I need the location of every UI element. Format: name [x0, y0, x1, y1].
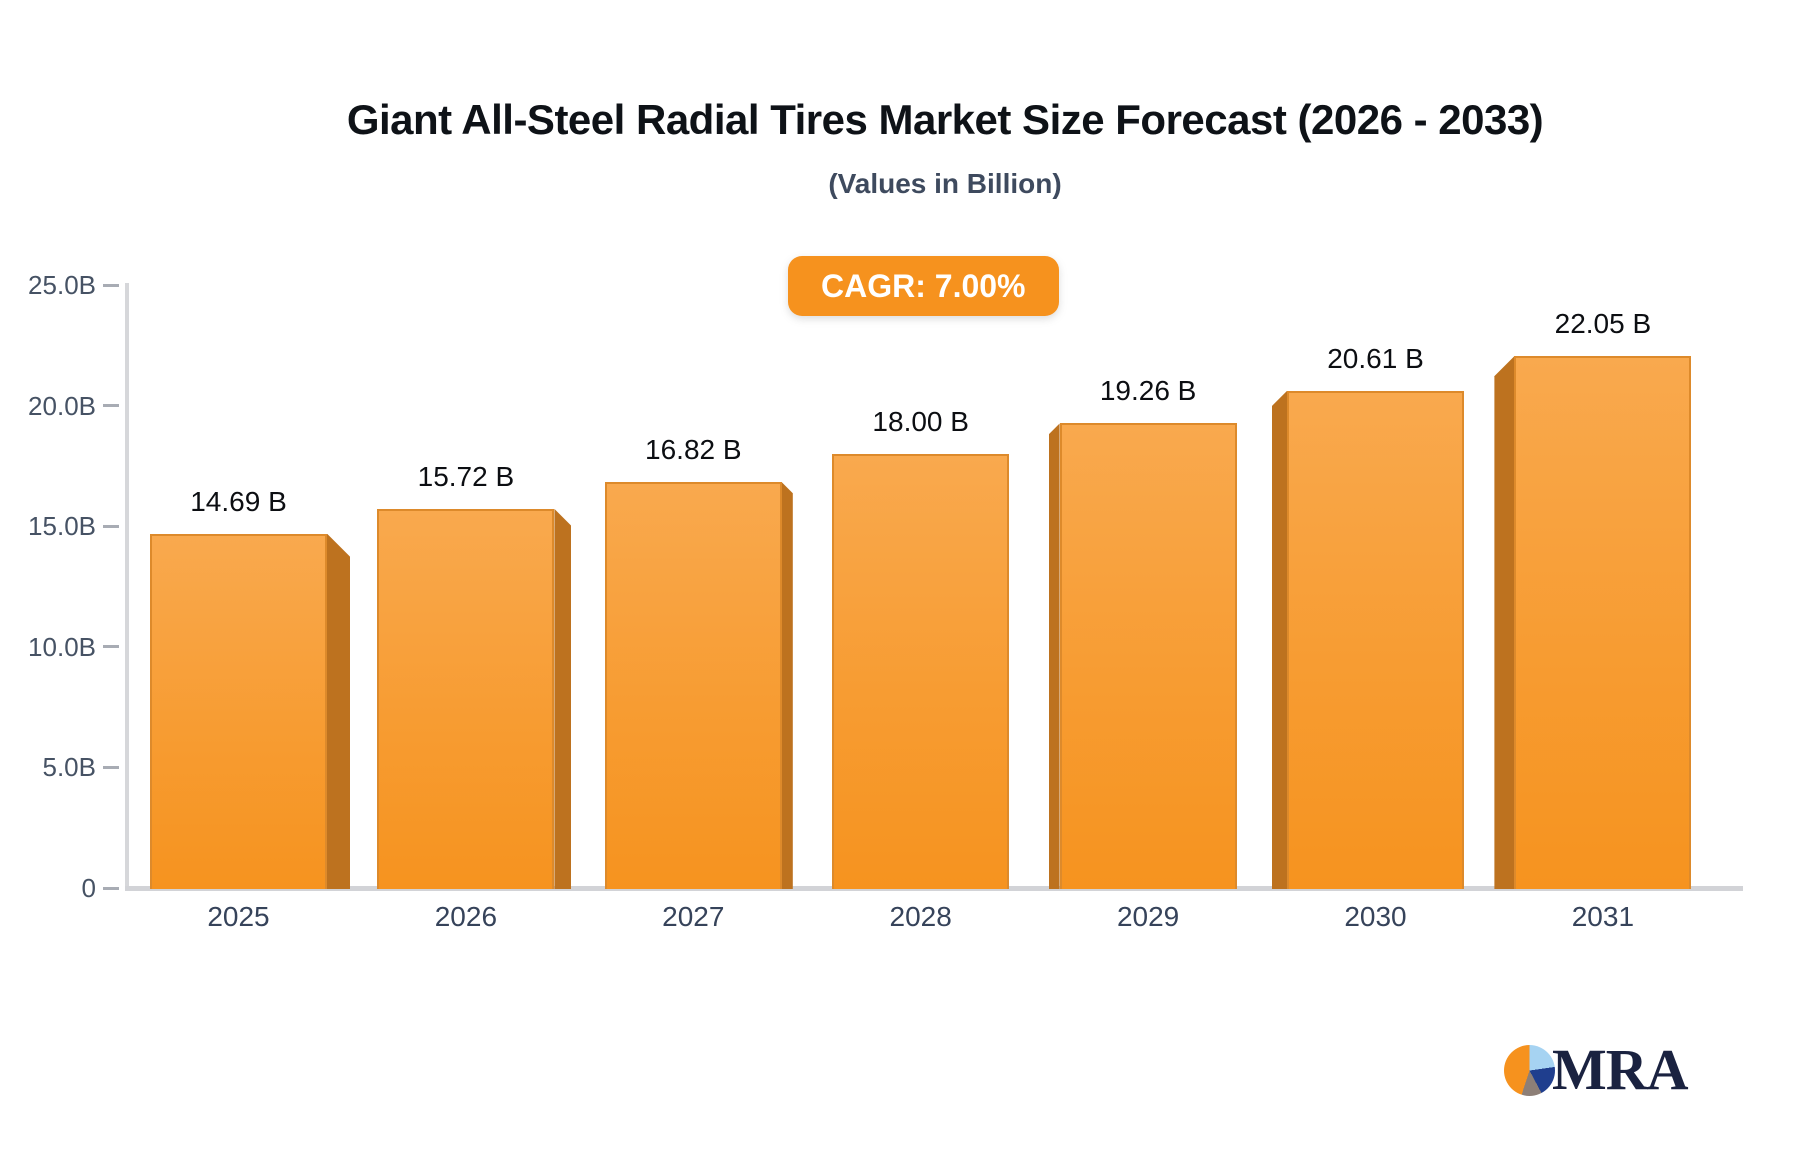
bar-value-label: 15.72 B — [417, 460, 515, 492]
mra-logo: MRA — [1504, 1035, 1689, 1105]
y-axis-tick-label: 20.0B — [28, 390, 96, 421]
y-axis-tick-label: 0 — [81, 873, 96, 903]
bar-3d-side — [781, 482, 793, 889]
chart-title: Giant All-Steel Radial Tires Market Size… — [346, 96, 1544, 143]
y-axis-tick-dash — [103, 645, 119, 649]
bar-2031 — [1514, 356, 1692, 889]
x-axis-label: 2030 — [1344, 901, 1407, 932]
bar-2026 — [377, 508, 555, 889]
bar-value-label: 16.82 B — [645, 434, 742, 466]
x-axis-label: 2026 — [434, 901, 498, 932]
x-axis-label: 2029 — [1116, 901, 1180, 932]
x-axis-label: 2025 — [207, 901, 270, 932]
bar-value-label: 19.26 B — [1099, 375, 1197, 407]
y-axis-tick-dash — [103, 404, 119, 408]
bar-2030 — [1287, 390, 1464, 889]
x-axis-label: 2028 — [889, 901, 952, 932]
bar-value-label: 18.00 B — [872, 405, 969, 437]
bar-value-label: 14.69 B — [190, 485, 287, 517]
bar-2029 — [1059, 423, 1237, 889]
bar-value-label: 20.61 B — [1327, 342, 1424, 374]
bar-3d-side — [1048, 423, 1060, 889]
cagr-badge: CAGR: 7.00% — [788, 256, 1059, 316]
mra-logo-pie-icon — [1504, 1044, 1555, 1096]
bar-2025 — [150, 533, 327, 889]
y-axis-tick-dash — [103, 886, 119, 890]
x-axis-label: 2027 — [662, 901, 725, 932]
bar-3d-side — [554, 508, 572, 889]
y-axis-line — [125, 283, 129, 891]
y-axis-tick-dash — [103, 524, 119, 528]
bar-2027 — [604, 482, 782, 889]
bar-2028 — [832, 453, 1010, 889]
y-axis-tick-label: 25.0B — [28, 270, 96, 300]
y-axis-tick-label: 5.0B — [42, 752, 97, 783]
bar-3d-side — [327, 533, 350, 889]
mra-logo-text: MRA — [1552, 1037, 1689, 1102]
x-axis-label: 2031 — [1571, 901, 1635, 932]
bar-value-label: 22.05 B — [1554, 308, 1652, 340]
y-axis-tick-dash — [103, 283, 119, 287]
bar-3d-side — [1272, 390, 1287, 889]
y-axis-tick-label: 10.0B — [28, 631, 96, 662]
bar-3d-side — [1494, 356, 1515, 889]
y-axis-tick-dash — [103, 765, 119, 769]
y-axis-tick-label: 15.0B — [28, 511, 96, 542]
chart-subtitle: (Values in Billion) — [828, 168, 1062, 199]
